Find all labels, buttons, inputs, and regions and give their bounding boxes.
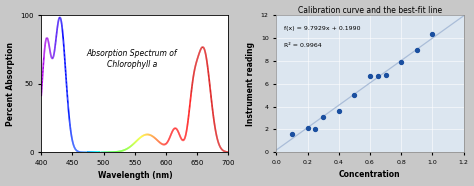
X-axis label: Concentration: Concentration bbox=[339, 170, 401, 179]
Point bbox=[319, 115, 327, 118]
Point bbox=[413, 48, 420, 51]
Y-axis label: Percent Absorption: Percent Absorption bbox=[6, 42, 15, 126]
Point bbox=[382, 73, 389, 76]
Point bbox=[304, 127, 311, 130]
Point bbox=[351, 94, 358, 97]
Point bbox=[366, 74, 374, 77]
Point bbox=[311, 128, 319, 131]
Text: f(x) = 9.7929x + 0.1990: f(x) = 9.7929x + 0.1990 bbox=[284, 26, 360, 31]
Y-axis label: Instrument reading: Instrument reading bbox=[246, 42, 255, 126]
Point bbox=[374, 74, 382, 77]
Text: R² = 0.9964: R² = 0.9964 bbox=[284, 43, 321, 48]
Text: Absorption Spectrum of
Chlorophyll a: Absorption Spectrum of Chlorophyll a bbox=[86, 49, 177, 69]
Point bbox=[288, 132, 296, 135]
Point bbox=[397, 61, 405, 64]
X-axis label: Wavelength (nm): Wavelength (nm) bbox=[98, 171, 172, 180]
Point bbox=[335, 110, 343, 113]
Title: Calibration curve and the best-fit line: Calibration curve and the best-fit line bbox=[298, 6, 442, 15]
Point bbox=[428, 32, 436, 35]
